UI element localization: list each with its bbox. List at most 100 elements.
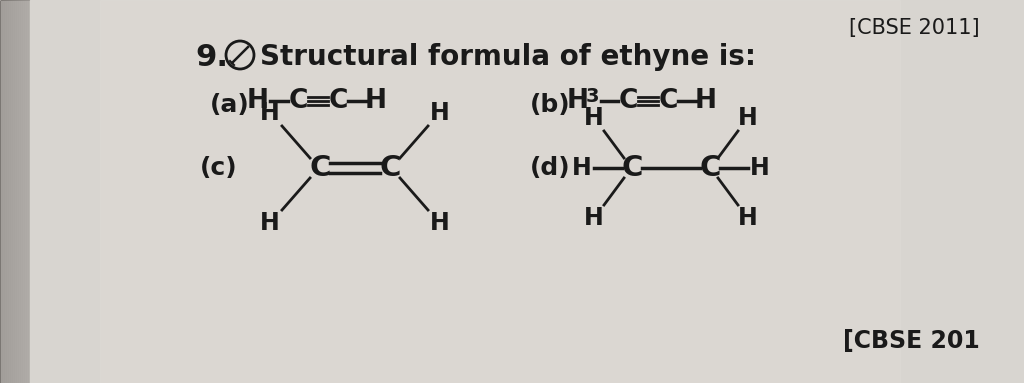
Bar [0, 0, 130, 383]
Bar [0, 0, 118, 383]
Bar [0, 0, 126, 383]
Bar [0, 0, 156, 383]
Text: [CBSE 201: [CBSE 201 [843, 329, 980, 353]
Bar [0, 0, 50, 383]
Bar [0, 0, 12, 383]
Bar [0, 0, 56, 383]
Bar [0, 0, 158, 383]
Bar [100, 0, 900, 383]
Bar [0, 0, 138, 383]
Bar [0, 0, 106, 383]
Bar [0, 0, 104, 383]
Bar [0, 0, 6, 383]
Bar [0, 0, 20, 383]
Bar [0, 0, 14, 383]
Text: H: H [247, 88, 269, 114]
Bar [0, 0, 60, 383]
Bar [0, 0, 54, 383]
Text: [CBSE 2011]: [CBSE 2011] [849, 18, 980, 38]
Bar [0, 0, 78, 383]
Text: Structural formula of ethyne is:: Structural formula of ethyne is: [260, 43, 756, 71]
Text: H: H [567, 88, 589, 114]
Text: C: C [289, 88, 307, 114]
Bar [0, 0, 94, 383]
Bar [0, 0, 134, 383]
Bar [0, 0, 30, 383]
Bar [0, 0, 72, 383]
Bar [0, 0, 52, 383]
Bar [0, 0, 42, 383]
Bar [0, 0, 74, 383]
Bar [0, 0, 148, 383]
Bar [0, 0, 140, 383]
Bar [0, 0, 102, 383]
Bar [0, 0, 44, 383]
Text: C: C [379, 154, 400, 182]
Bar [0, 0, 76, 383]
Bar [0, 0, 36, 383]
Bar [0, 0, 80, 383]
Bar [0, 0, 38, 383]
Bar [0, 0, 24, 383]
Bar [0, 0, 2, 383]
Text: 3: 3 [586, 87, 599, 105]
Bar [0, 0, 28, 383]
Text: 9.: 9. [195, 43, 228, 72]
Bar [0, 0, 120, 383]
Bar [0, 0, 98, 383]
Bar [0, 0, 48, 383]
Text: H: H [430, 101, 450, 125]
Bar [0, 0, 22, 383]
Bar [0, 0, 58, 383]
Bar [0, 0, 88, 383]
Bar [0, 0, 92, 383]
Bar [0, 0, 63, 383]
Bar [0, 0, 4, 383]
Text: C: C [622, 154, 643, 182]
Bar [0, 0, 114, 383]
Bar [0, 0, 110, 383]
Text: (a): (a) [210, 93, 250, 117]
Text: C: C [309, 154, 331, 182]
Bar [0, 0, 32, 383]
Text: C: C [658, 88, 678, 114]
Bar [0, 0, 86, 383]
Bar [0, 0, 62, 383]
Bar [0, 0, 90, 383]
Text: C: C [699, 154, 721, 182]
Text: H: H [751, 156, 770, 180]
Bar [0, 0, 18, 383]
Text: H: H [738, 206, 758, 230]
Text: H: H [695, 88, 717, 114]
Bar [0, 0, 136, 383]
Bar [0, 0, 124, 383]
Bar [0, 0, 142, 383]
Bar [0, 0, 108, 383]
Bar [0, 0, 146, 383]
Bar [0, 0, 100, 383]
Text: (b): (b) [530, 93, 570, 117]
Bar [0, 0, 112, 383]
Bar [0, 0, 70, 383]
Text: H: H [430, 211, 450, 235]
Bar [0, 0, 84, 383]
Bar [0, 0, 122, 383]
Bar [0, 0, 8, 383]
Bar [0, 0, 144, 383]
Text: H: H [365, 88, 387, 114]
Bar [0, 0, 16, 383]
Bar [0, 0, 154, 383]
Bar [0, 0, 82, 383]
Bar [0, 0, 132, 383]
Text: H: H [260, 101, 280, 125]
Bar [0, 0, 46, 383]
Bar [0, 0, 116, 383]
Text: C: C [618, 88, 638, 114]
Bar [0, 0, 34, 383]
Text: (d): (d) [530, 156, 570, 180]
Bar [0, 0, 10, 383]
Bar [0, 0, 150, 383]
Bar [0, 0, 66, 383]
Text: C: C [329, 88, 348, 114]
Text: H: H [738, 106, 758, 130]
